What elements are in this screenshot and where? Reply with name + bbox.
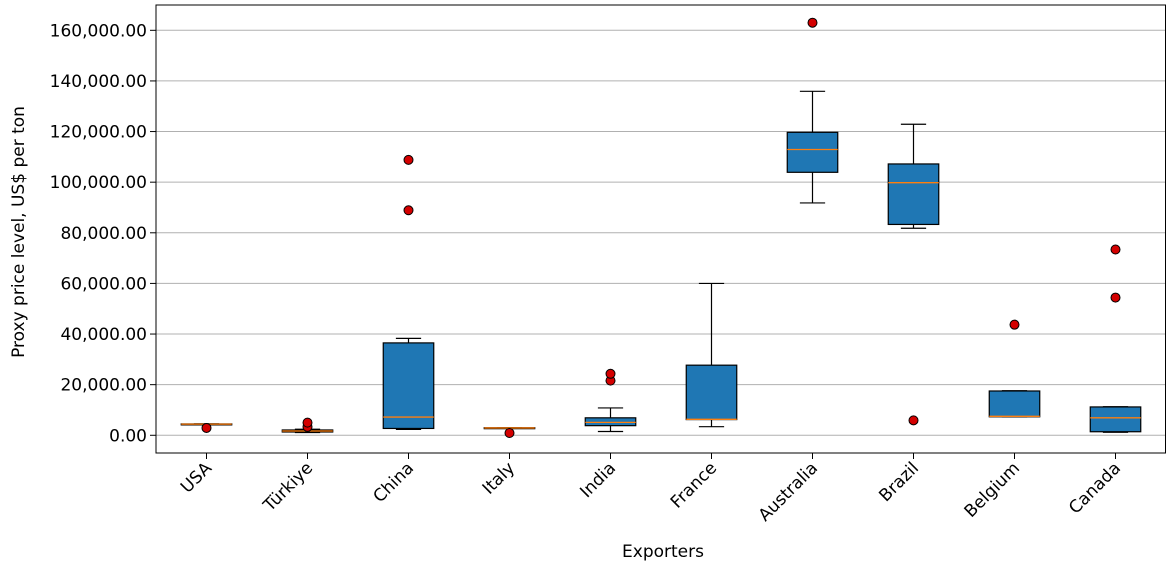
- box-canada: [1089, 244, 1142, 433]
- plot-frame: [155, 4, 1166, 454]
- y-tick-label: 100,000.00: [50, 173, 147, 193]
- y-tick-label: 120,000.00: [50, 123, 147, 143]
- y-tick-label: 40,000.00: [60, 325, 147, 345]
- box-iqr: [887, 163, 940, 226]
- x-tick-label: Belgium: [961, 458, 1024, 521]
- box-series: [180, 17, 1142, 439]
- x-tick-label: Italy: [479, 458, 519, 498]
- y-tick-label: 140,000.00: [50, 72, 147, 92]
- box-italy: [483, 427, 536, 439]
- box-iqr: [685, 364, 738, 421]
- y-axis-ticks: 0.00 20,000.00 40,000.00 60,000.00 80,000.00…: [50, 21, 156, 446]
- box-australia: [786, 17, 839, 204]
- x-tick-label: Canada: [1065, 458, 1125, 518]
- outlier-point: [908, 415, 919, 426]
- y-tick-label: 0.00: [109, 426, 147, 446]
- box-france: [685, 282, 738, 428]
- x-tick-label: France: [667, 458, 721, 512]
- x-tick-label: Türkiye: [259, 458, 317, 516]
- y-tick-label: 20,000.00: [60, 376, 147, 396]
- outlier-point: [807, 17, 818, 28]
- outlier-point: [403, 205, 414, 216]
- box-belgium: [988, 319, 1041, 418]
- x-axis-ticks: USA Türkiye China Italy India France Australia…: [177, 453, 1125, 526]
- outlier-point: [201, 422, 212, 433]
- x-tick-label: Brazil: [875, 458, 923, 506]
- x-tick-label: USA: [177, 458, 216, 497]
- x-tick-label: Australia: [755, 458, 822, 525]
- outlier-point: [1110, 244, 1121, 255]
- box-china: [382, 154, 435, 431]
- box-iqr: [1089, 406, 1142, 433]
- box-brazil: [887, 123, 940, 426]
- y-tick-label: 80,000.00: [60, 224, 147, 244]
- outlier-point: [1110, 292, 1121, 303]
- box-india: [584, 368, 637, 433]
- x-tick-label: China: [370, 458, 418, 506]
- box-iqr: [382, 342, 435, 430]
- box-iqr: [786, 131, 839, 173]
- x-tick-label: India: [576, 458, 620, 502]
- y-tick-label: 60,000.00: [60, 274, 147, 294]
- x-axis-title: Exporters: [622, 542, 704, 562]
- outlier-point: [1009, 319, 1020, 330]
- outlier-point: [302, 417, 313, 428]
- gridlines: [156, 29, 1166, 436]
- box-t-rkiye: [281, 417, 334, 434]
- box-iqr: [988, 390, 1041, 418]
- box-usa: [180, 422, 233, 433]
- y-axis-title: Proxy price level, US$ per ton: [9, 106, 29, 358]
- outlier-point: [605, 368, 616, 379]
- outlier-point: [403, 154, 414, 165]
- y-tick-label: 160,000.00: [50, 21, 147, 41]
- outlier-point: [504, 428, 515, 439]
